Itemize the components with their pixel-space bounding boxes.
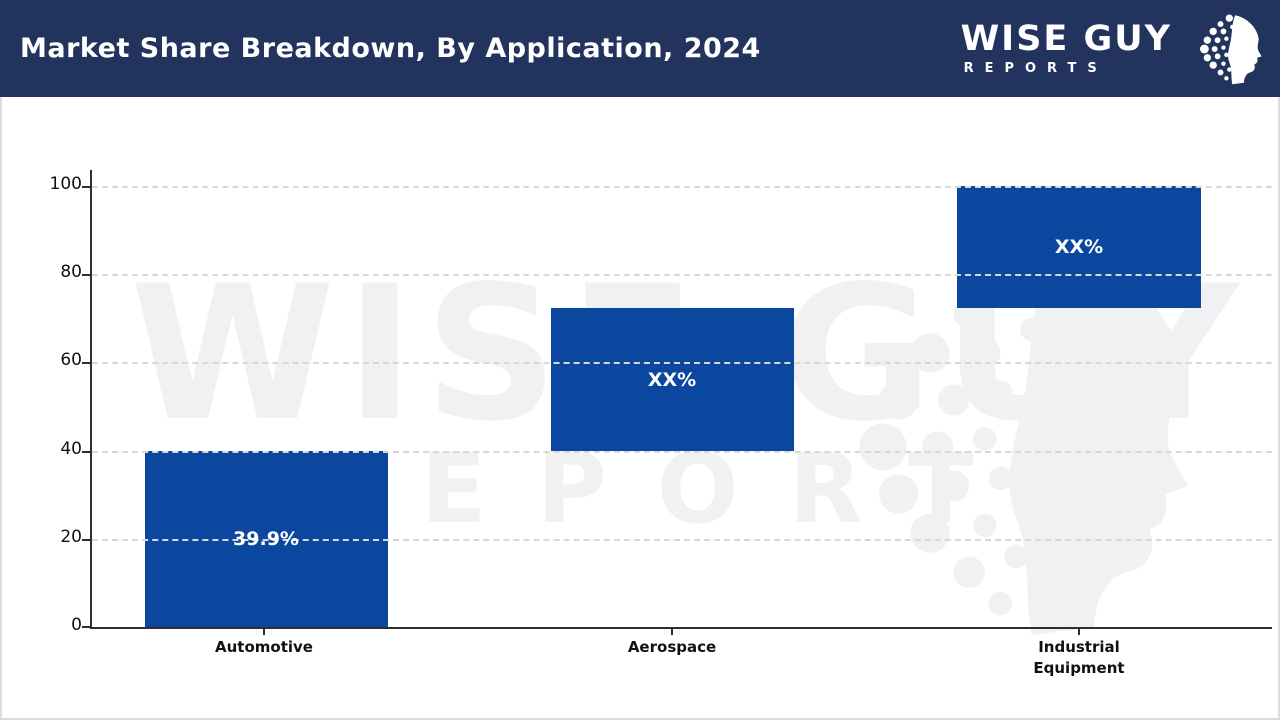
brand-name: WISE GUY — [960, 18, 1172, 59]
x-tick — [671, 629, 673, 635]
gridline-100 — [92, 186, 1272, 188]
gridline-80 — [92, 274, 1272, 276]
page-title: Market Share Breakdown, By Application, … — [20, 33, 761, 64]
x-category-label-industrial-equipment: Industrial Equipment — [1033, 638, 1125, 677]
x-tick — [263, 629, 265, 635]
x-tick — [1078, 629, 1080, 635]
y-tick-label: 100 — [49, 174, 82, 194]
y-tick — [82, 274, 90, 276]
y-tick-label: 40 — [60, 439, 82, 459]
brand-subtitle: REPORTS — [963, 60, 1108, 76]
gridline-60 — [92, 362, 1272, 364]
x-axis-spine — [90, 627, 1272, 629]
bar-aerospace — [551, 308, 794, 451]
x-category-label-aerospace: Aerospace — [627, 638, 717, 656]
y-tick-label: 0 — [71, 615, 82, 635]
y-tick-label: 80 — [60, 262, 82, 282]
gridline-40 — [92, 451, 1272, 453]
bar-value-label-aerospace: XX% — [647, 369, 697, 391]
y-tick — [82, 451, 90, 453]
x-category-label-automotive: Automotive — [215, 638, 313, 656]
gridline-20 — [92, 539, 1272, 541]
y-tick — [82, 539, 90, 541]
y-axis-spine — [90, 170, 92, 629]
chart-area: WISE GUY REPORTS — [0, 97, 1280, 720]
y-tick — [82, 626, 90, 628]
bar-value-label-automotive: 39.9% — [233, 528, 299, 550]
header-bar: Market Share Breakdown, By Application, … — [0, 0, 1280, 97]
y-tick — [82, 186, 90, 188]
bar-industrial-equipment — [957, 186, 1201, 308]
dotted-head-icon — [1200, 14, 1262, 84]
brand-logo: WISE GUY REPORTS — [961, 7, 1280, 91]
bar-value-label-industrial-equipment: XX% — [1054, 236, 1104, 258]
y-tick — [82, 362, 90, 364]
y-tick-label: 60 — [60, 350, 82, 370]
brand-logo-text: WISE GUY REPORTS — [960, 18, 1172, 76]
y-tick-label: 20 — [60, 527, 82, 547]
